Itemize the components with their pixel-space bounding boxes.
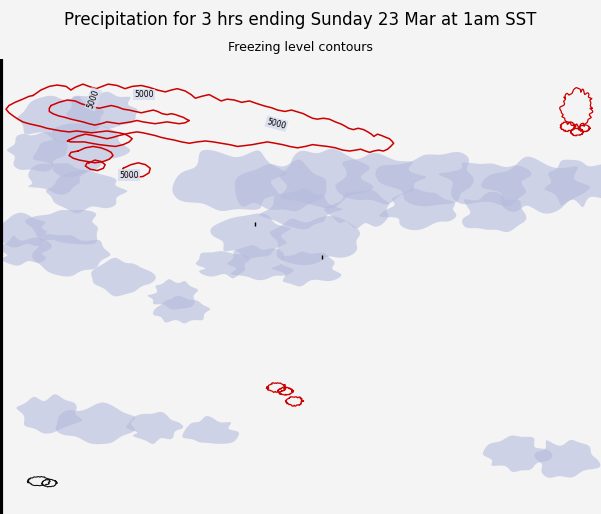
- Polygon shape: [56, 402, 135, 444]
- Polygon shape: [33, 123, 130, 177]
- Polygon shape: [7, 132, 68, 172]
- Text: 5000: 5000: [85, 88, 101, 110]
- Text: Precipitation for 3 hrs ending Sunday 23 Mar at 1am SST: Precipitation for 3 hrs ending Sunday 23…: [64, 11, 537, 29]
- Polygon shape: [196, 251, 250, 278]
- Polygon shape: [126, 412, 183, 444]
- Polygon shape: [438, 162, 531, 207]
- Polygon shape: [91, 258, 156, 297]
- Polygon shape: [25, 210, 98, 245]
- Polygon shape: [227, 245, 293, 280]
- Polygon shape: [172, 150, 287, 211]
- Polygon shape: [534, 440, 600, 478]
- Text: Freezing level contours: Freezing level contours: [228, 41, 373, 54]
- Polygon shape: [481, 157, 590, 214]
- Polygon shape: [28, 163, 88, 195]
- Polygon shape: [260, 189, 343, 229]
- Text: 5000: 5000: [135, 90, 154, 99]
- Text: 5000: 5000: [266, 117, 287, 131]
- Text: 5000: 5000: [120, 171, 139, 179]
- Polygon shape: [280, 149, 373, 208]
- Polygon shape: [66, 92, 138, 128]
- Polygon shape: [324, 190, 389, 229]
- Polygon shape: [16, 394, 82, 434]
- Polygon shape: [462, 192, 526, 232]
- Polygon shape: [0, 236, 52, 266]
- Polygon shape: [0, 213, 47, 247]
- Polygon shape: [335, 153, 426, 205]
- Polygon shape: [545, 160, 601, 207]
- Polygon shape: [147, 279, 198, 310]
- Polygon shape: [210, 213, 291, 259]
- Polygon shape: [17, 96, 104, 143]
- Polygon shape: [153, 296, 210, 323]
- Polygon shape: [46, 170, 127, 213]
- Polygon shape: [379, 189, 456, 230]
- Polygon shape: [235, 159, 326, 211]
- Polygon shape: [272, 252, 341, 286]
- Polygon shape: [376, 152, 474, 206]
- Polygon shape: [32, 234, 111, 277]
- Polygon shape: [182, 416, 239, 444]
- Polygon shape: [270, 216, 360, 265]
- Polygon shape: [483, 435, 552, 472]
